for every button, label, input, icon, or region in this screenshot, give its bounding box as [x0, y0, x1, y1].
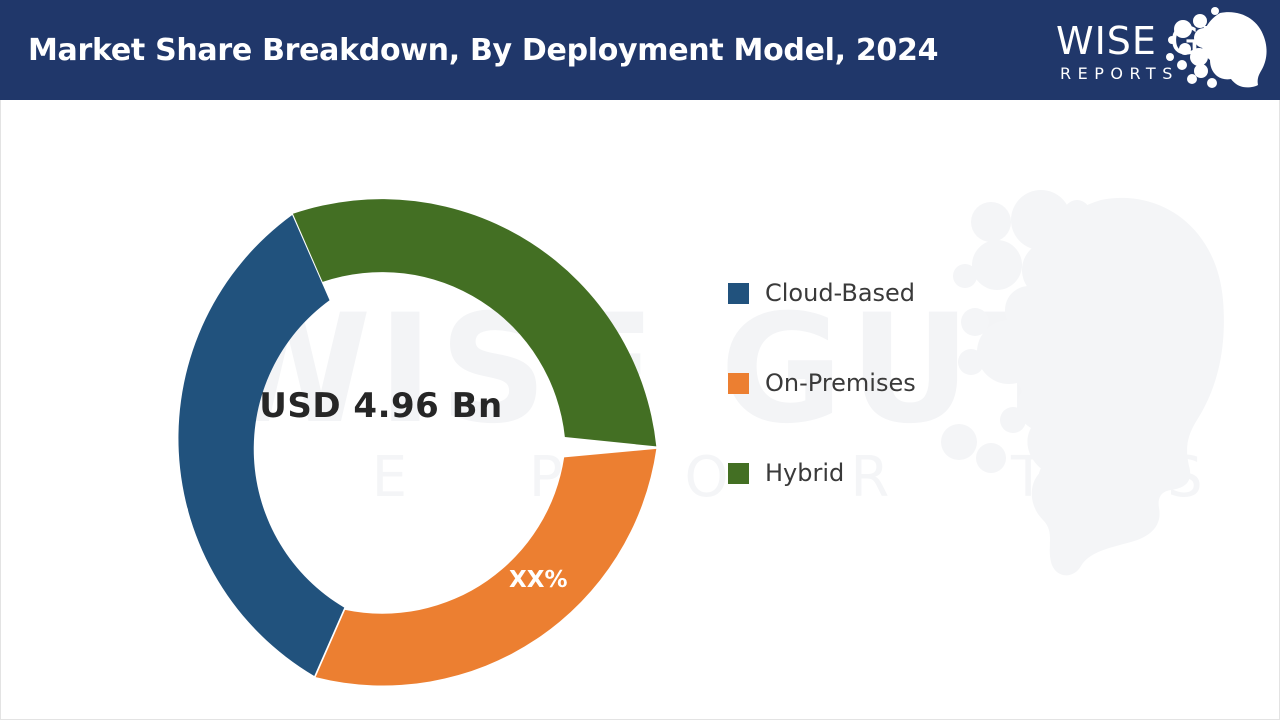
legend-swatch-icon [728, 282, 749, 304]
wise-guy-reports-logo: WISE GUY REPORTS [1052, 7, 1272, 93]
page-title: Market Share Breakdown, By Deployment Mo… [28, 32, 939, 68]
legend-item-on-premises[interactable]: On-Premises [728, 338, 916, 428]
donut-chart: 39.9% XX% XX% USD 4.96 Bn [1, 100, 1279, 719]
header-bar: Market Share Breakdown, By Deployment Mo… [0, 0, 1280, 100]
head-profile-icon [1166, 7, 1267, 88]
donut-slice-hybrid[interactable] [292, 199, 657, 447]
donut-slice-cloud-based[interactable] [178, 215, 345, 677]
legend-label: On-Premises [765, 369, 916, 397]
legend-label: Hybrid [765, 459, 845, 487]
slice-label-on-premises: XX% [509, 567, 568, 593]
slice-label-cloud-based: 39.9% [109, 495, 189, 521]
slice-label-hybrid: XX% [471, 193, 530, 219]
legend-item-hybrid[interactable]: Hybrid [728, 428, 916, 518]
legend-swatch-icon [728, 462, 749, 484]
legend-item-cloud-based[interactable]: Cloud-Based [728, 248, 916, 338]
logo-graphic: WISE GUY REPORTS [1056, 7, 1267, 88]
legend: Cloud-Based On-Premises Hybrid [728, 248, 916, 518]
legend-swatch-icon [728, 372, 749, 394]
svg-text:REPORTS: REPORTS [1060, 64, 1179, 83]
donut-center-value: USD 4.96 Bn [259, 386, 503, 426]
donut-slice-on-premises[interactable] [315, 448, 657, 686]
legend-label: Cloud-Based [765, 279, 916, 307]
donut-chart-svg [178, 199, 657, 686]
chart-body: WISE GUY R E P O R T S [0, 100, 1280, 720]
